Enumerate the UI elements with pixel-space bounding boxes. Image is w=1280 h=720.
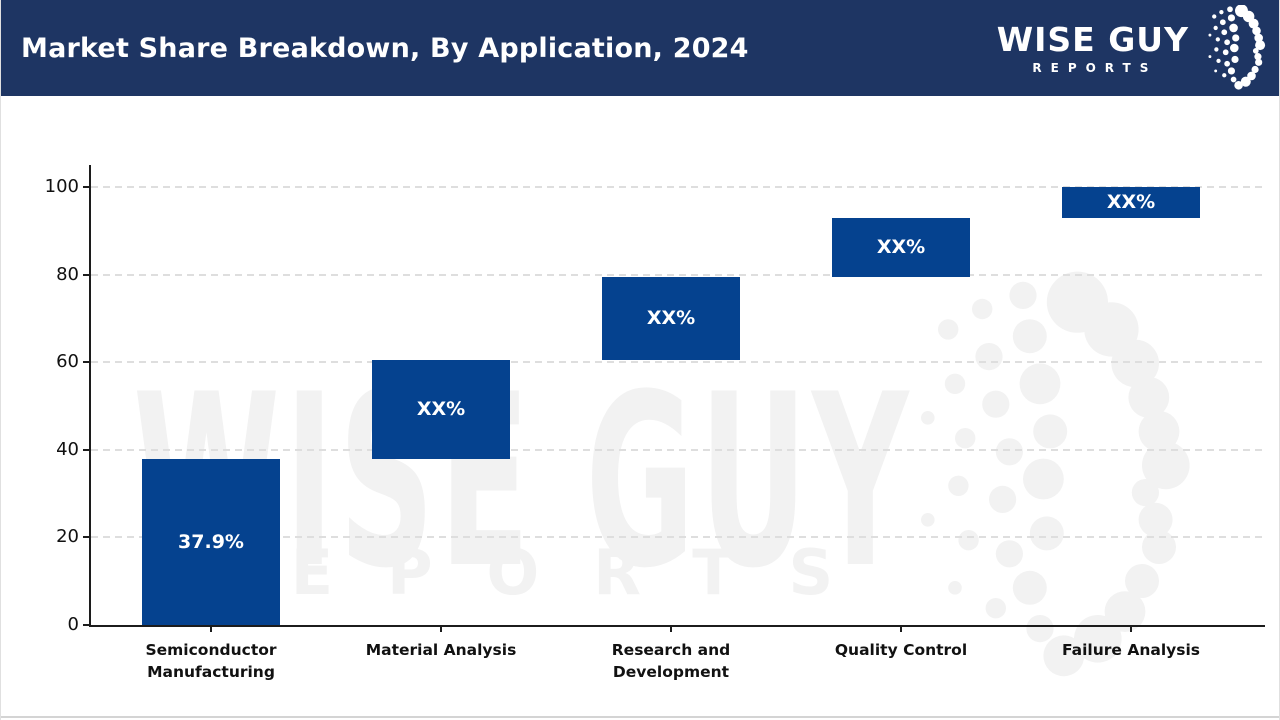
x-tick-label-research-and-development: Research and Development — [611, 641, 731, 681]
wiseguy-logo: WISE GUY REPORTS — [997, 5, 1269, 91]
x-tick-mark-semiconductor-manufacturing — [210, 627, 212, 632]
gridline-40 — [91, 448, 1265, 451]
bar-research-and-development: XX% — [602, 276, 740, 360]
bar-quality-control: XX% — [832, 217, 970, 277]
y-tick-label-60: 60 — [56, 351, 79, 373]
x-tick-label-semiconductor-manufacturing: Semiconductor Manufacturing — [145, 641, 277, 681]
bar-value-label-research-and-development: XX% — [646, 307, 696, 330]
watermark-face-icon — [921, 271, 1190, 677]
x-axis-line — [89, 625, 1265, 627]
y-tick-mark-20 — [83, 536, 90, 539]
y-tick-label-40: 40 — [56, 438, 79, 460]
y-tick-mark-40 — [83, 448, 90, 451]
gridline-60 — [91, 361, 1265, 364]
y-tick-mark-0 — [83, 624, 90, 626]
x-tick-mark-material-analysis — [440, 627, 442, 632]
y-tick-mark-60 — [83, 361, 90, 364]
logo-subtext: REPORTS — [1032, 60, 1158, 75]
y-tick-label-100: 100 — [44, 176, 79, 197]
y-axis-line — [89, 165, 91, 627]
chart-area: WISE GUY REPORTS 0 20 40 60 80 100 37.9% Semico… — [1, 96, 1279, 716]
x-tick-mark-failure-analysis — [1130, 627, 1132, 632]
bar-value-label-material-analysis: XX% — [416, 398, 466, 421]
gridline-100 — [91, 186, 1265, 188]
y-tick-label-80: 80 — [56, 263, 79, 285]
bar-value-label-semiconductor-manufacturing: 37.9% — [178, 530, 244, 553]
x-tick-mark-quality-control — [900, 627, 902, 632]
bar-semiconductor-manufacturing: 37.9% — [142, 458, 280, 625]
header: Market Share Breakdown, By Application, … — [1, 0, 1279, 96]
x-tick-label-failure-analysis: Failure Analysis — [1061, 641, 1201, 659]
logo-wordmark: WISE GUY — [996, 19, 1189, 59]
gridline-20 — [91, 536, 1265, 539]
watermark-subtext: REPORTS — [189, 536, 888, 609]
footer-divider — [1, 716, 1279, 718]
x-tick-label-material-analysis: Material Analysis — [365, 641, 517, 659]
bar-value-label-quality-control: XX% — [876, 236, 926, 259]
logo-text: WISE GUY REPORTS — [997, 23, 1189, 74]
y-tick-mark-80 — [83, 273, 90, 276]
bar-value-label-failure-analysis: XX% — [1106, 191, 1156, 214]
bar-material-analysis: XX% — [372, 360, 510, 459]
y-tick-mark-100 — [83, 186, 90, 188]
x-tick-mark-research-and-development — [670, 627, 672, 632]
wiseguy-dotted-face-icon — [1208, 5, 1266, 90]
bar-failure-analysis: XX% — [1062, 187, 1200, 218]
page-title: Market Share Breakdown, By Application, … — [21, 32, 749, 64]
y-tick-label-0: 0 — [67, 614, 79, 635]
x-tick-label-quality-control: Quality Control — [834, 641, 968, 659]
gridline-80 — [91, 273, 1265, 276]
y-tick-label-20: 20 — [56, 526, 79, 548]
